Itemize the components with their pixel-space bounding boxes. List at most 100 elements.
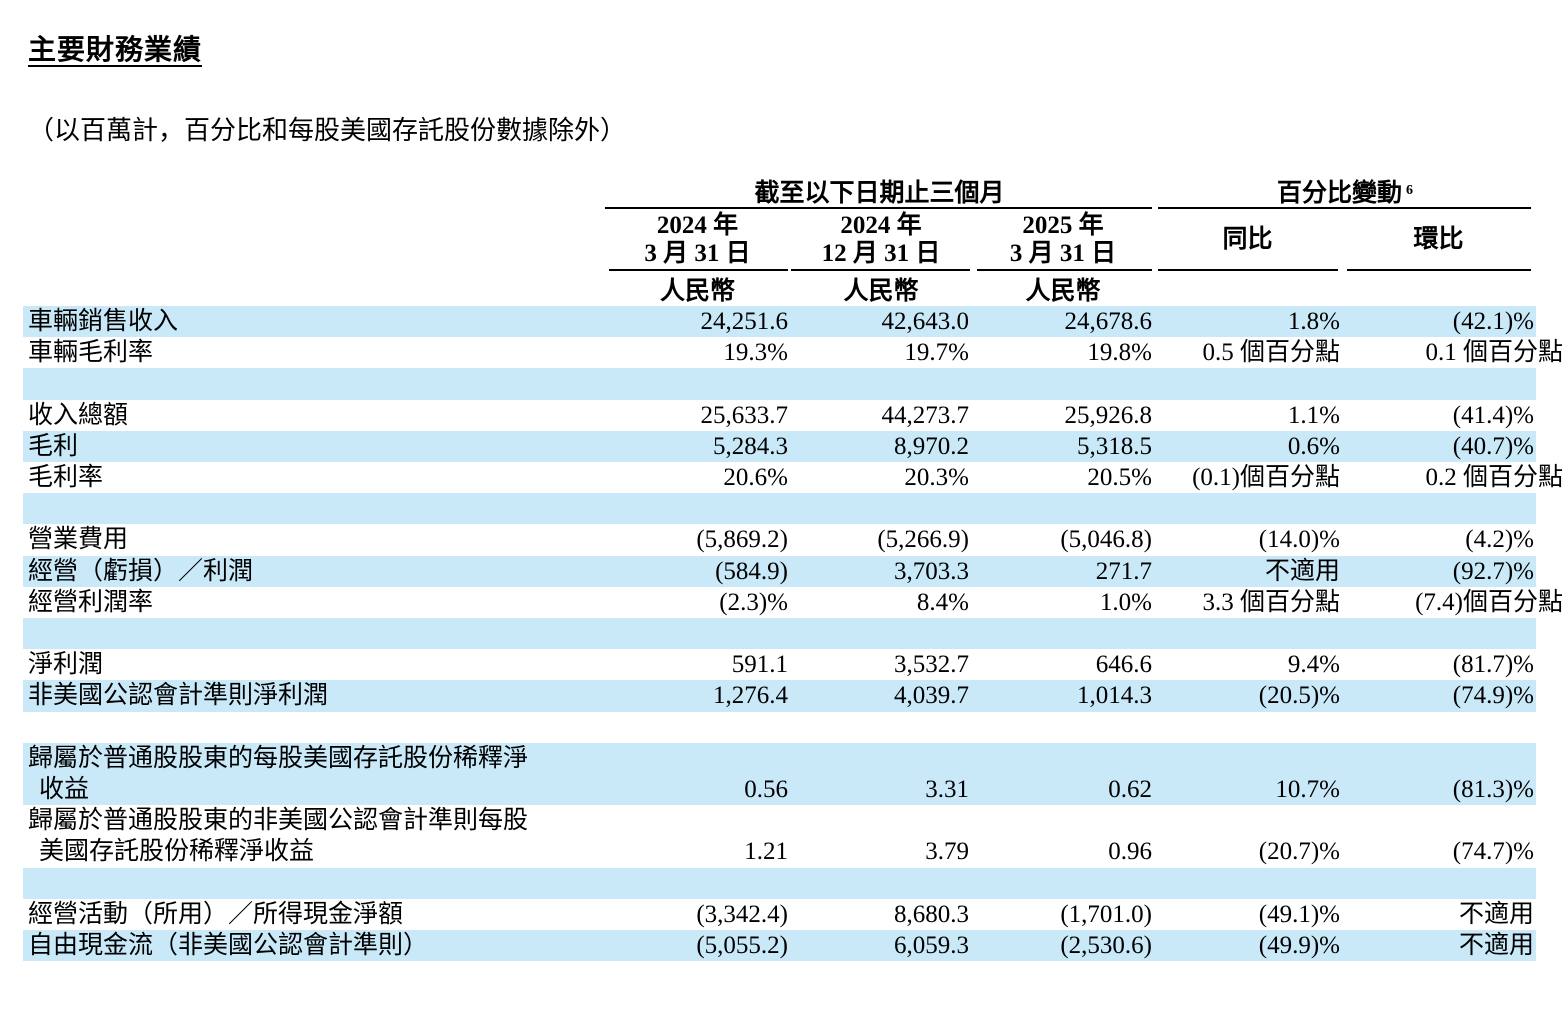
cell-value-yoy: 10.7% — [1275, 775, 1340, 803]
col-header-yoy: 同比 — [1154, 209, 1341, 271]
cell-value-yoy: (20.5)% — [1258, 682, 1340, 710]
row-label: 淨利潤 — [28, 651, 104, 679]
table-row: 營業費用 (5,869.2) (5,266.9) (5,046.8) (14.0… — [23, 524, 1536, 555]
cell-value-2025-03-31: (1,701.0) — [1060, 900, 1152, 928]
cell-value-2024-12-31: 3,532.7 — [894, 651, 969, 679]
cell-value-2024-12-31: 19.7% — [904, 339, 969, 367]
row-label: 收入總額 — [28, 401, 129, 429]
cell-value-2024-12-31: 3,703.3 — [894, 557, 969, 585]
cell-value-yoy: 0.5 個百分點 — [1202, 339, 1340, 367]
cell-value-qoq: (42.1)% — [1452, 308, 1534, 335]
cell-value-2024-03-31: 1,276.4 — [713, 682, 788, 710]
cell-value-2024-03-31: (5,055.2) — [696, 931, 788, 959]
currency-label: 人民幣 — [659, 278, 735, 305]
cell-value-2025-03-31: 1,014.3 — [1077, 682, 1152, 710]
table-row: 車輛銷售收入 24,251.6 42,643.0 24,678.6 1.8% (… — [23, 306, 1536, 338]
col-header-2024-12-31: 2024 年 12 月 31 日 — [790, 209, 972, 271]
blank-row — [23, 712, 1536, 743]
table-row: 經營利潤率 (2.3)% 8.4% 1.0% 3.3 個百分點 (7.4)個百分… — [23, 587, 1563, 618]
cell-value-yoy: (49.9)% — [1258, 931, 1340, 959]
row-label: 毛利率 — [28, 464, 104, 491]
table-row: 歸屬於普通股股東的每股美國存託股份稀釋淨 收益 0.56 3.31 0.62 10… — [23, 742, 1536, 806]
cell-value-qoq: (81.7)% — [1452, 651, 1534, 679]
period-group-label: 截至以下日期止三個月 — [754, 180, 1005, 207]
cell-value-2025-03-31: 19.8% — [1087, 339, 1152, 367]
table-group-header-row: 截至以下日期止三個月 百分比變動 6 — [23, 173, 1536, 209]
cell-value-qoq: (7.4)個百分點 — [1415, 588, 1563, 616]
table-row: 自由現金流（非美國公認會計準則） (5,055.2) 6,059.3 (2,53… — [23, 929, 1536, 962]
cell-value-2024-03-31: (584.9) — [715, 557, 788, 585]
table-row: 經營活動（所用）／所得現金淨額 (3,342.4) 8,680.3 (1,701… — [23, 899, 1536, 930]
row-label: 歸屬於普通股股東的非美國公認會計準則每股 美國存託股份稀釋淨收益 — [28, 807, 529, 866]
table-row: 車輛毛利率 19.3% 19.7% 19.8% 0.5 個百分點 0.1 個百分… — [23, 337, 1563, 368]
table-row: 非美國公認會計準則淨利潤 1,276.4 4,039.7 1,014.3 (20… — [23, 680, 1536, 712]
cell-value-2024-03-31: 0.56 — [744, 775, 788, 803]
row-label: 自由現金流（非美國公認會計準則） — [28, 931, 429, 959]
row-label: 歸屬於普通股股東的每股美國存託股份稀釋淨 收益 — [28, 744, 529, 803]
cell-value-yoy: 3.3 個百分點 — [1202, 588, 1340, 616]
cell-value-qoq: (74.7)% — [1452, 838, 1534, 866]
blank-row — [23, 493, 1536, 525]
col-header-year: 2025 年 — [1022, 212, 1104, 239]
cell-value-2024-03-31: (5,869.2) — [696, 526, 788, 554]
cell-value-qoq: (92.7)% — [1452, 557, 1534, 585]
cell-value-2024-03-31: 19.3% — [723, 339, 788, 367]
cell-value-2025-03-31: 1.0% — [1099, 588, 1152, 616]
cell-value-2024-03-31: 20.6% — [723, 464, 788, 491]
cell-value-qoq: (41.4)% — [1452, 401, 1534, 429]
blank-row — [23, 618, 1536, 650]
col-header-2025-03-31: 2025 年 3 月 31 日 — [972, 209, 1154, 271]
cell-value-yoy: 1.1% — [1287, 401, 1340, 429]
blank-row — [23, 368, 1536, 400]
cell-value-2024-03-31: 1.21 — [744, 838, 788, 866]
cell-value-2024-12-31: 3.79 — [925, 838, 969, 866]
cell-value-2024-03-31: 25,633.7 — [700, 401, 789, 429]
cell-value-2025-03-31: (2,530.6) — [1060, 931, 1152, 959]
cell-value-qoq: 0.1 個百分點 — [1425, 339, 1563, 367]
blank-row — [23, 867, 1536, 899]
units-note: （以百萬計，百分比和每股美國存託股份數據除外） — [28, 116, 627, 145]
col-header-date: 3 月 31 日 — [644, 240, 751, 267]
cell-value-yoy: (20.7)% — [1258, 838, 1340, 866]
currency-label: 人民幣 — [1025, 278, 1101, 305]
cell-value-2024-12-31: 3.31 — [925, 775, 969, 803]
row-label: 車輛銷售收入 — [28, 308, 179, 335]
cell-value-qoq: 0.2 個百分點 — [1425, 464, 1563, 491]
table-row: 毛利 5,284.3 8,970.2 5,318.5 0.6% (40.7)% — [23, 430, 1536, 462]
cell-value-2024-03-31: (3,342.4) — [696, 900, 788, 928]
cell-value-2024-03-31: 24,251.6 — [700, 308, 789, 335]
cell-value-2025-03-31: 24,678.6 — [1064, 308, 1153, 335]
cell-value-qoq: (4.2)% — [1465, 526, 1534, 554]
cell-value-2025-03-31: (5,046.8) — [1060, 526, 1152, 554]
table-row: 經營（虧損）／利潤 (584.9) 3,703.3 271.7 不適用 (92.… — [23, 555, 1536, 587]
cell-value-2025-03-31: 5,318.5 — [1077, 432, 1152, 460]
table-row: 收入總額 25,633.7 44,273.7 25,926.8 1.1% (41… — [23, 400, 1536, 431]
cell-value-2024-03-31: 5,284.3 — [713, 432, 788, 460]
cell-value-qoq: (74.9)% — [1452, 682, 1534, 710]
table-currency-row: 人民幣 人民幣 人民幣 — [23, 271, 1536, 306]
currency-label: 人民幣 — [843, 278, 919, 305]
col-header-year: 2024 年 — [840, 212, 922, 239]
cell-value-2024-12-31: 6,059.3 — [894, 931, 969, 959]
cell-value-qoq: (40.7)% — [1452, 432, 1534, 460]
cell-value-2025-03-31: 271.7 — [1095, 557, 1152, 585]
col-header-2024-03-31: 2024 年 3 月 31 日 — [605, 209, 790, 271]
row-label: 非美國公認會計準則淨利潤 — [28, 682, 329, 710]
cell-value-yoy: (14.0)% — [1258, 526, 1340, 554]
cell-value-2024-12-31: 8,970.2 — [894, 432, 969, 460]
cell-value-qoq: (81.3)% — [1452, 775, 1534, 803]
cell-value-qoq: 不適用 — [1458, 931, 1534, 959]
table-row: 毛利率 20.6% 20.3% 20.5% (0.1)個百分點 0.2 個百分點 — [23, 462, 1563, 493]
cell-value-yoy: 1.8% — [1287, 308, 1340, 335]
col-header-date: 3 月 31 日 — [1009, 240, 1117, 267]
table-date-header-row: 2024 年 3 月 31 日 2024 年 12 月 31 日 2025 年 … — [23, 209, 1536, 271]
col-header-date: 12 月 31 日 — [821, 240, 941, 267]
cell-value-yoy: (0.1)個百分點 — [1192, 464, 1340, 491]
row-label: 毛利 — [28, 432, 79, 460]
cell-value-2025-03-31: 20.5% — [1087, 464, 1152, 491]
row-label: 經營（虧損）／利潤 — [28, 557, 254, 585]
table-row: 歸屬於普通股股東的非美國公認會計準則每股 美國存託股份稀釋淨收益 1.21 3.7… — [23, 805, 1536, 867]
cell-value-2024-12-31: 8.4% — [916, 588, 969, 616]
period-group-header: 截至以下日期止三個月 — [605, 173, 1154, 209]
row-label: 車輛毛利率 — [28, 339, 154, 367]
